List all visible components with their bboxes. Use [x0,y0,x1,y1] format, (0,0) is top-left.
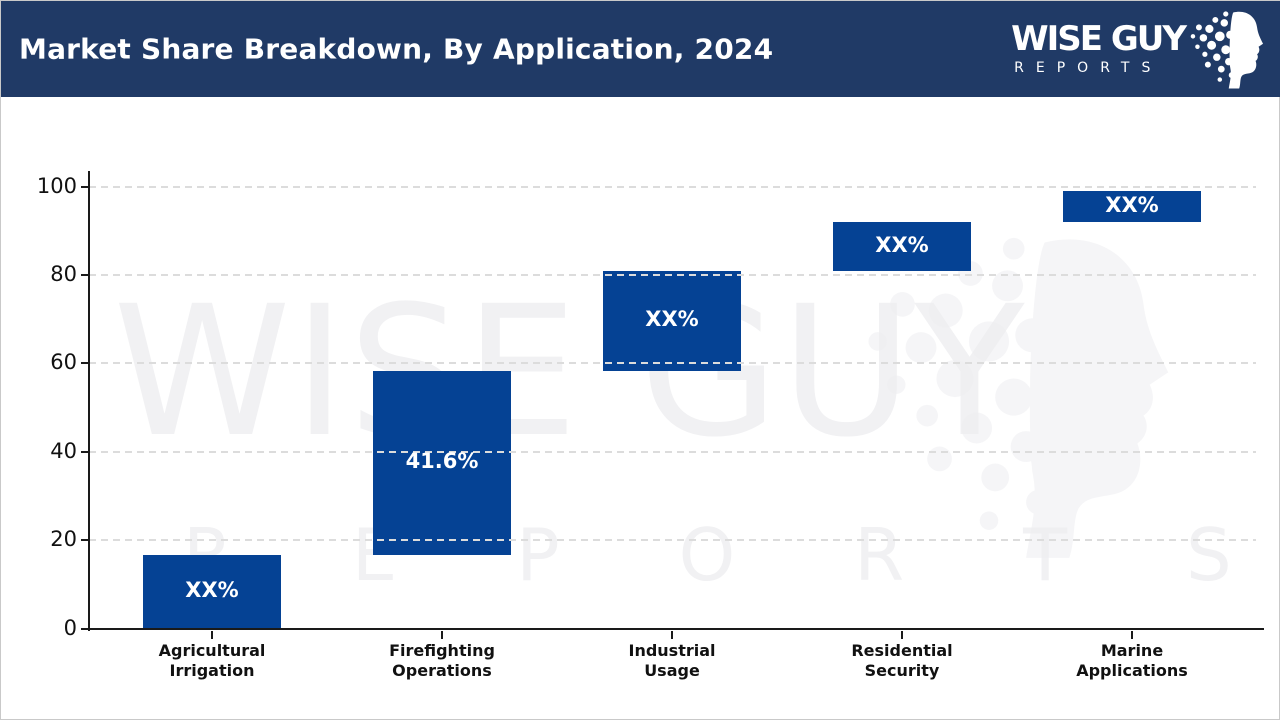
gridline-y20 [89,539,1256,542]
x-axis-line [88,628,1264,630]
y-tick-label-40: 40 [50,438,77,463]
bar-value-label: 41.6% [405,449,479,474]
bar-agricultural-irrigation [143,555,281,629]
x-category-label-line: Marine [1100,640,1164,660]
bar-value-label: XX% [1105,192,1159,217]
x-category-label-firefighting-operations: Firefighting Operations [332,641,552,681]
x-tick-firefighting-operations [441,630,443,639]
logo-text: WISE GUY REPORTS [1011,19,1187,76]
x-tick-agricultural-irrigation [211,630,213,639]
y-tick-label-60: 60 [50,350,77,375]
gridline-y40 [89,450,1256,453]
gridline-y80 [89,273,1256,276]
x-category-label-marine-applications: Marine Applications [1022,641,1242,681]
y-tick-80 [81,273,88,276]
x-category-label-residential-security: Residential Security [792,641,1012,681]
x-category-label-agricultural-irrigation: Agricultural Irrigation [102,641,322,681]
wiseguy-logo: WISE GUY REPORTS [1011,5,1269,93]
x-tick-industrial-usage [671,630,673,639]
x-category-label-line: Applications [1076,660,1188,680]
gridline-y100 [89,185,1256,188]
bar-firefighting-operations [373,371,511,556]
logo-subtitle: REPORTS [1014,59,1163,76]
y-tick-40 [81,450,88,453]
x-category-label-line: Industrial [628,640,716,660]
x-tick-marine-applications [1131,630,1133,639]
bar-value-label: XX% [875,232,929,257]
header-bar: Market Share Breakdown, By Application, … [1,1,1280,97]
logo-wordmark: WISE GUY [1011,19,1187,60]
bar-value-label: XX% [645,307,699,332]
x-category-label-line: Irrigation [169,660,255,680]
x-category-label-line: Usage [644,660,700,680]
y-tick-label-20: 20 [50,527,77,552]
x-category-label-industrial-usage: Industrial Usage [562,641,782,681]
bar-marine-applications [1063,190,1201,223]
gridline-y60 [89,362,1256,365]
y-axis-line [88,171,90,631]
bar-industrial-usage [603,271,741,372]
y-tick-label-0: 0 [63,615,77,640]
chart-title: Market Share Breakdown, By Application, … [19,32,774,66]
y-tick-100 [81,185,88,188]
x-category-label-line: Firefighting [389,640,495,660]
y-tick-label-100: 100 [36,173,77,198]
x-category-label-line: Residential [851,640,953,660]
x-tick-residential-security [901,630,903,639]
y-tick-0 [81,627,88,630]
y-tick-label-80: 80 [50,261,77,286]
bar-value-label: XX% [185,577,239,602]
x-category-label-line: Agricultural [158,640,266,660]
y-tick-20 [81,539,88,542]
x-category-label-line: Security [864,660,940,680]
y-tick-60 [81,362,88,365]
x-category-label-line: Operations [392,660,492,680]
